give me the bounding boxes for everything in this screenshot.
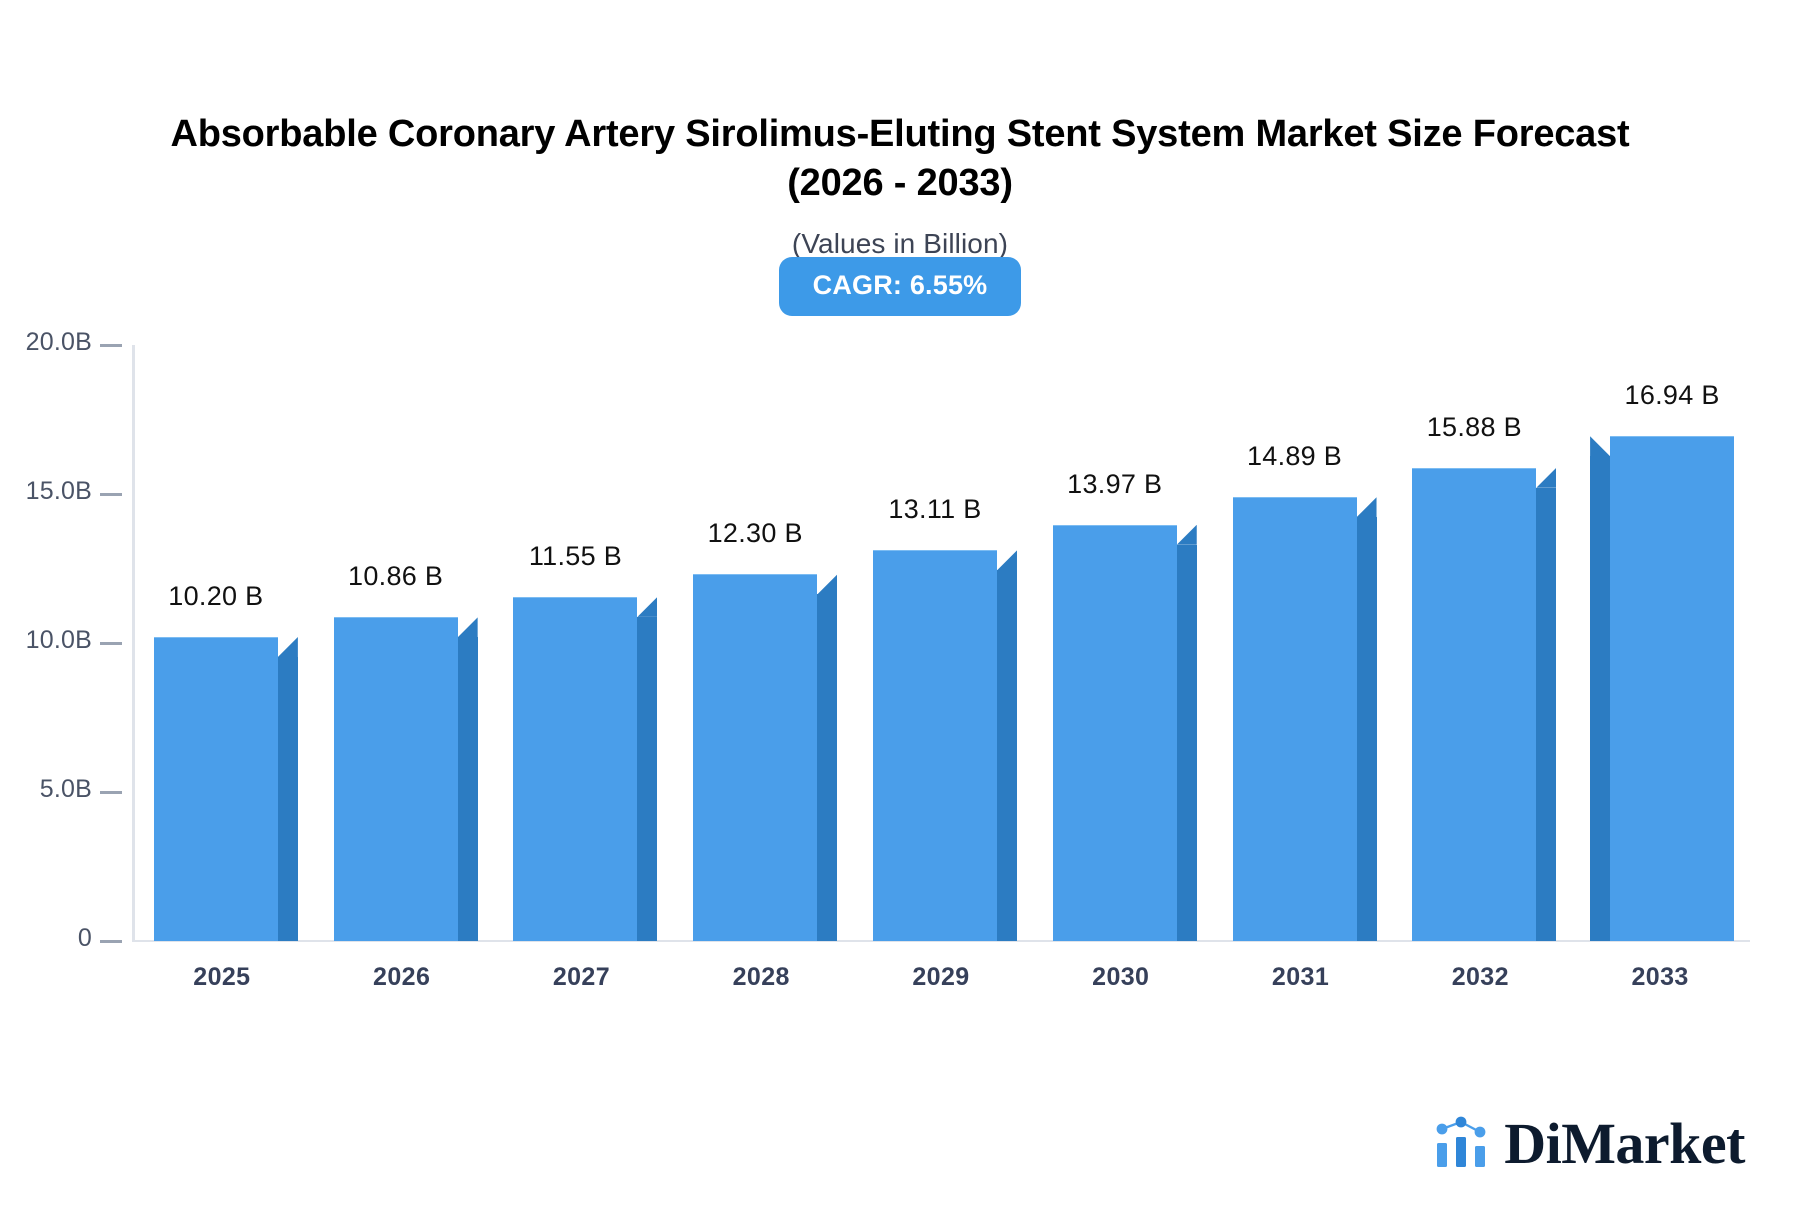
bar-group[interactable]: 15.88 B 2032 (1390, 0, 1570, 1212)
bar-side-face (817, 594, 838, 941)
bar-group[interactable]: 10.20 B 2025 (132, 0, 312, 1212)
bar-value-label: 13.97 B (1067, 468, 1163, 499)
bar-value-label: 14.89 B (1246, 441, 1343, 472)
chart-subtitle: (Values in Billion) (791, 227, 1009, 259)
bar-value-label: 10.20 B (168, 581, 264, 612)
bar-group[interactable]: 16.94 B 2033 (1570, 0, 1750, 1212)
x-axis-category-label: 2025 (193, 963, 251, 991)
bar-side-face (1536, 487, 1557, 941)
bar-front-face (153, 637, 278, 941)
bar-side-face (1590, 456, 1611, 941)
y-axis-tick-label: 0 (77, 924, 92, 952)
y-axis-line (132, 345, 135, 941)
bar-group[interactable]: 11.55 B 2027 (492, 0, 672, 1212)
bar-top-bevel (996, 550, 1017, 571)
logo-text: DiMarket (1504, 1110, 1745, 1176)
x-axis-line (132, 940, 1750, 942)
y-axis-tick-mark (100, 493, 122, 496)
bar-side-face (1176, 544, 1197, 941)
bar-front-face (333, 617, 458, 941)
cagr-badge: CAGR: 6.55% (778, 257, 1022, 316)
bar[interactable] (333, 617, 478, 941)
y-axis-tick-mark (100, 940, 122, 943)
y-axis-tick-mark (100, 344, 122, 347)
bar[interactable] (1590, 436, 1735, 941)
bar[interactable] (1412, 467, 1557, 941)
bar-top-bevel (1536, 467, 1557, 488)
dimarket-logo: DiMarket (1434, 1113, 1745, 1174)
bar-side-face (457, 637, 478, 941)
x-axis-category-label: 2029 (912, 963, 970, 991)
bar-value-label: 10.86 B (348, 561, 444, 592)
bar[interactable] (153, 637, 298, 941)
title-block: Absorbable Coronary Artery Sirolimus-Elu… (0, 110, 1800, 260)
bar[interactable] (1232, 497, 1377, 941)
bar[interactable] (1052, 524, 1197, 941)
bar-front-face (1610, 436, 1735, 941)
bar-front-face (513, 596, 638, 941)
y-axis-tick-label: 10.0B (25, 626, 92, 654)
bar-top-bevel (457, 617, 478, 638)
bar-front-face (872, 550, 997, 941)
bar-side-face (277, 657, 298, 941)
cagr-badge-wrap: CAGR: 6.55% (0, 257, 1800, 316)
x-axis-category-label: 2026 (373, 963, 431, 991)
bar-value-label: 15.88 B (1426, 411, 1522, 442)
bar-top-bevel (637, 596, 658, 617)
x-axis-category-label: 2028 (732, 963, 790, 991)
x-axis-category-label: 2033 (1631, 963, 1689, 991)
x-axis-category-label: 2031 (1271, 963, 1330, 991)
bar-side-face (637, 616, 658, 941)
bar-top-bevel (817, 574, 838, 595)
y-axis-tick-label: 20.0B (25, 328, 92, 356)
bar-front-face (693, 574, 818, 941)
bar-value-label: 12.30 B (707, 518, 803, 549)
bar-chart-logo-icon (1434, 1113, 1490, 1174)
bar-value-label: 11.55 B (528, 540, 623, 571)
x-axis-category-label: 2030 (1092, 963, 1150, 991)
bar-value-label: 13.11 B (888, 494, 982, 525)
bar-group[interactable]: 10.86 B 2026 (312, 0, 492, 1212)
x-axis-category-label: 2027 (552, 963, 611, 991)
y-axis-tick-label: 15.0B (25, 477, 92, 505)
bar[interactable] (513, 596, 658, 941)
bar-group[interactable]: 13.11 B 2029 (851, 0, 1031, 1212)
bar-front-face (1412, 467, 1537, 941)
bar-front-face (1052, 524, 1177, 941)
bar-top-bevel (1176, 524, 1197, 545)
bar-top-bevel (1356, 497, 1377, 518)
bar[interactable] (872, 550, 1017, 941)
bar-group[interactable]: 12.30 B 2028 (671, 0, 851, 1212)
y-axis-tick-label: 5.0B (39, 775, 92, 803)
bar-group[interactable]: 14.89 B 2031 (1211, 0, 1391, 1212)
y-axis-tick-mark (100, 642, 122, 645)
x-axis-category-label: 2032 (1451, 963, 1509, 991)
bar[interactable] (693, 574, 838, 941)
bar-top-bevel (277, 637, 298, 658)
bar-side-face (1356, 517, 1377, 941)
bar-value-label: 16.94 B (1624, 380, 1720, 411)
page-title: Absorbable Coronary Artery Sirolimus-Elu… (170, 113, 1630, 205)
bar-top-bevel (1590, 436, 1611, 457)
bar-series: 10.20 B 2025 10.86 B 2026 11.55 B 2027 12.30 B… (132, 0, 1750, 1212)
bar-side-face (996, 570, 1017, 941)
y-axis-tick-mark (100, 791, 122, 794)
bar-front-face (1232, 497, 1357, 941)
bar-group[interactable]: 13.97 B 2030 (1031, 0, 1211, 1212)
